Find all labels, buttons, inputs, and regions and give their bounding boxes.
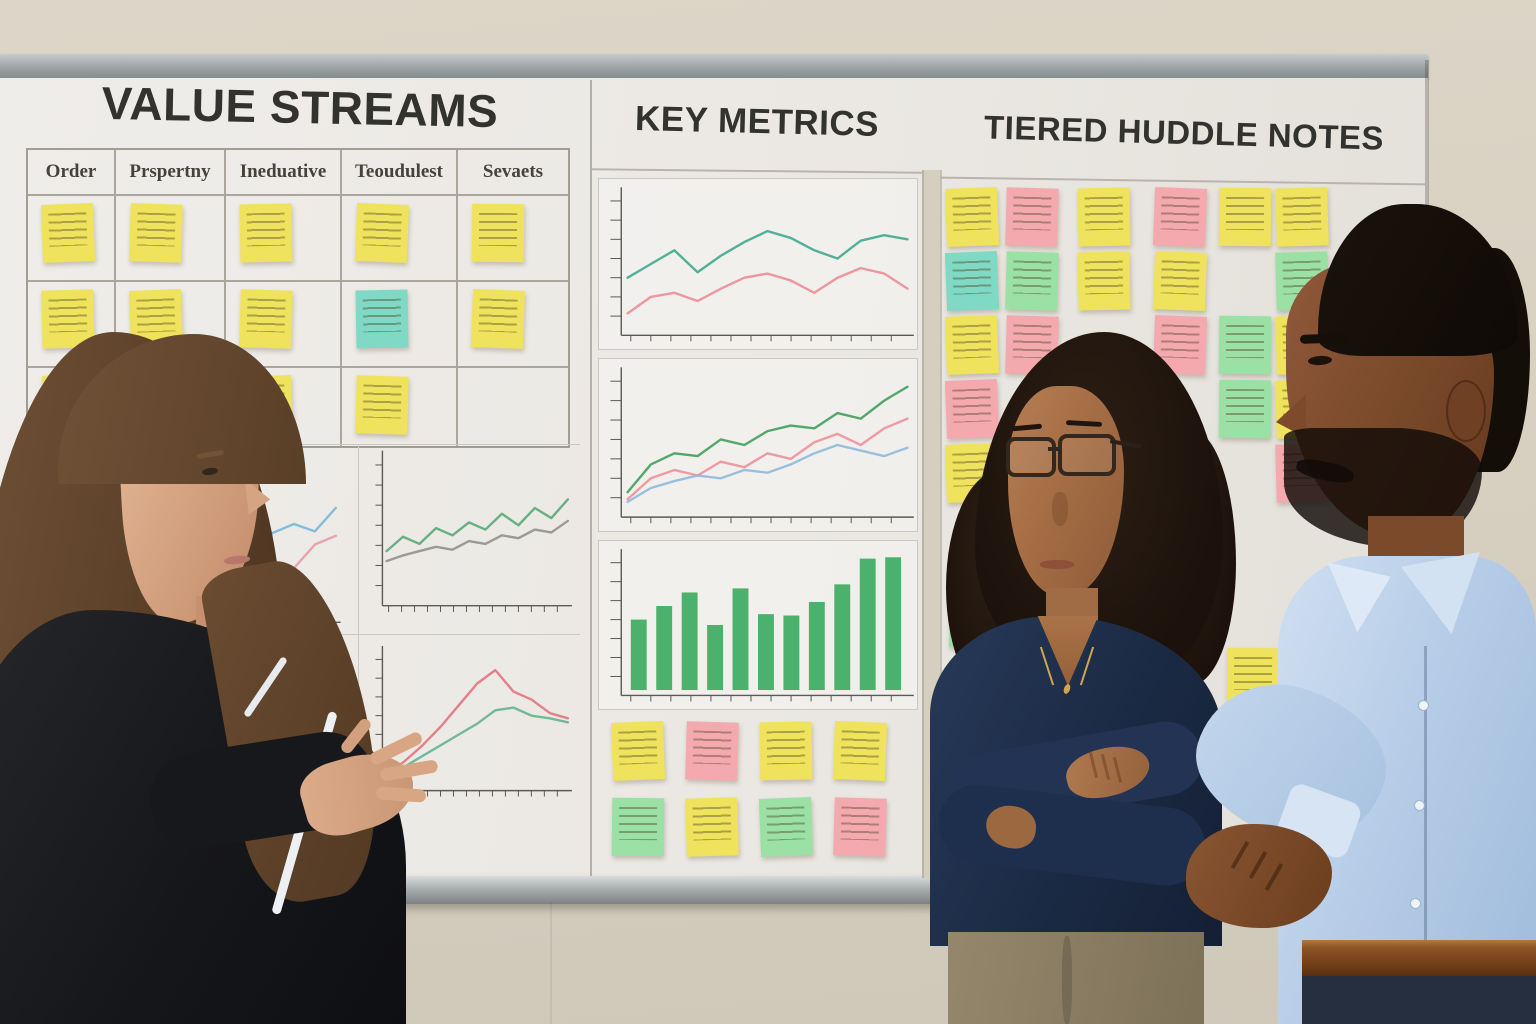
table-column-header: Order	[28, 150, 116, 196]
sticky-note-green	[611, 797, 665, 857]
sticky-note-yellow	[944, 315, 1000, 375]
table-cell	[116, 368, 226, 446]
table-cell	[226, 368, 342, 446]
sticky-note-teal	[1005, 443, 1059, 503]
chart-value-streams-bottom-left	[120, 652, 352, 802]
table-cell	[28, 196, 116, 282]
table-cell	[458, 368, 568, 446]
sticky-note-yellow	[1275, 379, 1329, 439]
wall-gap-strip	[922, 170, 942, 878]
table-cell	[116, 282, 226, 368]
sticky-note-pink	[1005, 187, 1059, 247]
sticky-note-yellow	[1275, 187, 1329, 247]
sticky-note-yellow	[129, 203, 183, 263]
sticky-note-teal	[944, 251, 1000, 311]
section-title-value-streams: VALUE STREAMS	[101, 76, 499, 138]
right-person-ear	[1446, 380, 1486, 442]
sticky-note-yellow	[41, 375, 95, 435]
sticky-note-pink	[1152, 187, 1208, 247]
value-streams-table: Order Prspertny Ineduative Teoudulest Sevaet…	[26, 148, 570, 448]
sticky-note-yellow	[1226, 647, 1280, 707]
table-column-header: Sevaets	[458, 150, 568, 196]
sticky-note-pink	[685, 721, 739, 781]
right-person-pants	[1302, 976, 1536, 1024]
table-cell	[28, 368, 116, 446]
whiteboard-marker-tray	[0, 876, 1428, 904]
sticky-note-pink	[1152, 315, 1208, 375]
sticky-note-yellow	[1275, 315, 1329, 375]
whiteboard-right-edge	[1425, 60, 1429, 900]
sticky-note-yellow	[129, 375, 183, 435]
sticky-note-teal	[355, 289, 409, 349]
chart-value-streams-top-left	[105, 455, 343, 637]
sticky-note-yellow	[355, 375, 409, 435]
sticky-note-yellow	[1218, 187, 1272, 247]
sticky-note-pink	[944, 379, 1000, 439]
sticky-note-yellow	[944, 187, 1000, 247]
sticky-note-green	[1005, 251, 1059, 311]
sticky-note-yellow	[239, 203, 293, 263]
sticky-note-yellow	[610, 721, 666, 781]
panel-divider-1	[590, 80, 592, 876]
sticky-note-yellow	[238, 375, 294, 435]
right-person-brown-belt	[1302, 940, 1536, 980]
wall-seam	[550, 902, 552, 1024]
table-cell	[458, 196, 568, 282]
pants-seam	[1062, 936, 1072, 1024]
table-cell	[28, 282, 116, 368]
sticky-note-pink	[1275, 443, 1329, 503]
table-cell	[342, 196, 458, 282]
table-cell	[116, 196, 226, 282]
sticky-note-yellow	[1077, 187, 1131, 247]
middle-person-khaki-pants	[948, 932, 1204, 1024]
sticky-note-green	[758, 797, 814, 857]
chart-key-metrics-line-2	[598, 358, 918, 532]
sticky-note-yellow	[471, 203, 525, 263]
right-person-hair	[1468, 248, 1530, 472]
table-cell	[342, 282, 458, 368]
sticky-note-yellow	[128, 289, 184, 349]
sticky-note-yellow	[944, 443, 1000, 503]
chart-value-streams-top-right	[368, 442, 574, 620]
section-title-key-metrics: KEY METRICS	[634, 99, 880, 144]
chart-value-streams-bottom-right	[368, 638, 574, 804]
table-cell	[342, 368, 458, 446]
grid-line	[358, 444, 359, 804]
sticky-note-pink	[1005, 315, 1059, 375]
sticky-note-yellow	[239, 289, 293, 349]
sticky-note-green	[1218, 315, 1272, 375]
sticky-note-green	[948, 589, 1004, 649]
table-column-header: Prspertny	[116, 150, 226, 196]
chart-key-metrics-bars	[598, 540, 918, 710]
table-cell	[226, 196, 342, 282]
table-column-header: Teoudulest	[342, 150, 458, 196]
sticky-note-yellow	[470, 289, 526, 349]
table-cell	[458, 282, 568, 368]
table-column-header: Ineduative	[226, 150, 342, 196]
sticky-note-green	[1275, 251, 1329, 311]
sticky-note-pink	[833, 797, 887, 857]
table-cell	[226, 282, 342, 368]
sticky-note-yellow	[354, 203, 410, 263]
sticky-note-yellow	[1152, 251, 1208, 311]
sticky-note-yellow	[41, 289, 95, 349]
sticky-note-green	[1218, 379, 1272, 439]
sticky-note-yellow	[40, 203, 96, 263]
chart-key-metrics-line-1	[598, 178, 918, 350]
whiteboard-top-frame	[0, 54, 1428, 78]
sticky-note-yellow	[759, 721, 813, 781]
sticky-note-yellow	[1077, 251, 1131, 311]
sticky-note-yellow	[685, 797, 739, 857]
sticky-note-yellow	[832, 721, 888, 781]
